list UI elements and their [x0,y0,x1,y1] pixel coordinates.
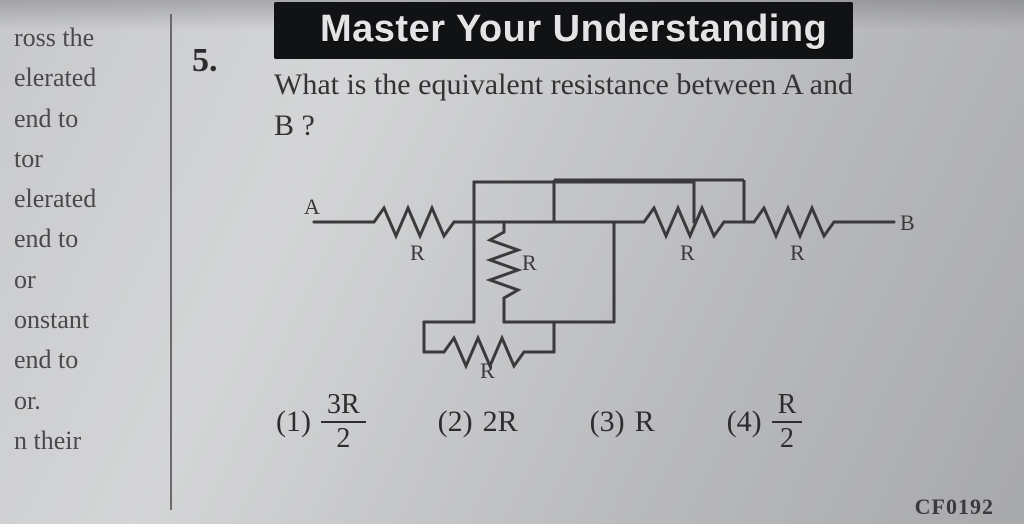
fraction-top: 3R [321,391,366,423]
terminal-a: A [304,194,320,219]
question-number: 5. [192,42,218,80]
main-content: Master Your Understanding 5. What is the… [178,0,1024,524]
option-number: (3) [590,405,625,439]
left-line: n their [14,421,162,461]
left-line: onstant [14,300,162,340]
option-number: (2) [438,405,473,439]
column-divider [170,14,172,510]
answer-options: (1) 3R 2 (2) 2R (3) R (4) R 2 [276,391,1014,453]
resistor-label: R [680,240,695,265]
left-line: or. [14,381,162,421]
resistor-label: R [480,358,495,382]
option-text: 2R [483,405,518,439]
option-3: (3) R [590,405,655,439]
question-line-2: B ? [274,109,315,142]
fraction: 3R 2 [321,391,366,453]
option-number: (4) [727,405,762,439]
fraction-bot: 2 [780,423,794,453]
left-line: ross the [14,18,162,58]
left-line: end to [14,219,162,259]
resistor-label: R [522,250,537,275]
left-line: or [14,260,162,300]
left-line: elerated [14,179,162,219]
option-number: (1) [276,405,311,439]
left-margin-text: ross the elerated end to tor elerated en… [0,0,170,524]
option-4: (4) R 2 [727,391,803,453]
circuit-diagram: A B R R R R R [304,152,924,382]
question-line-1: What is the equivalent resistance betwee… [274,68,853,101]
left-line: elerated [14,58,162,98]
fraction: R 2 [772,391,803,453]
option-text: R [635,405,655,439]
resistor-label: R [790,240,805,265]
question-text: What is the equivalent resistance betwee… [274,65,994,146]
page-code: CF0192 [915,494,994,520]
left-line: tor [14,139,162,179]
option-2: (2) 2R [438,405,518,439]
section-banner: Master Your Understanding [274,2,853,59]
fraction-bot: 2 [336,423,350,453]
left-line: end to [14,99,162,139]
resistor-label: R [410,240,425,265]
fraction-top: R [772,391,803,423]
terminal-b: B [900,210,915,235]
left-line: end to [14,340,162,380]
option-1: (1) 3R 2 [276,391,366,453]
